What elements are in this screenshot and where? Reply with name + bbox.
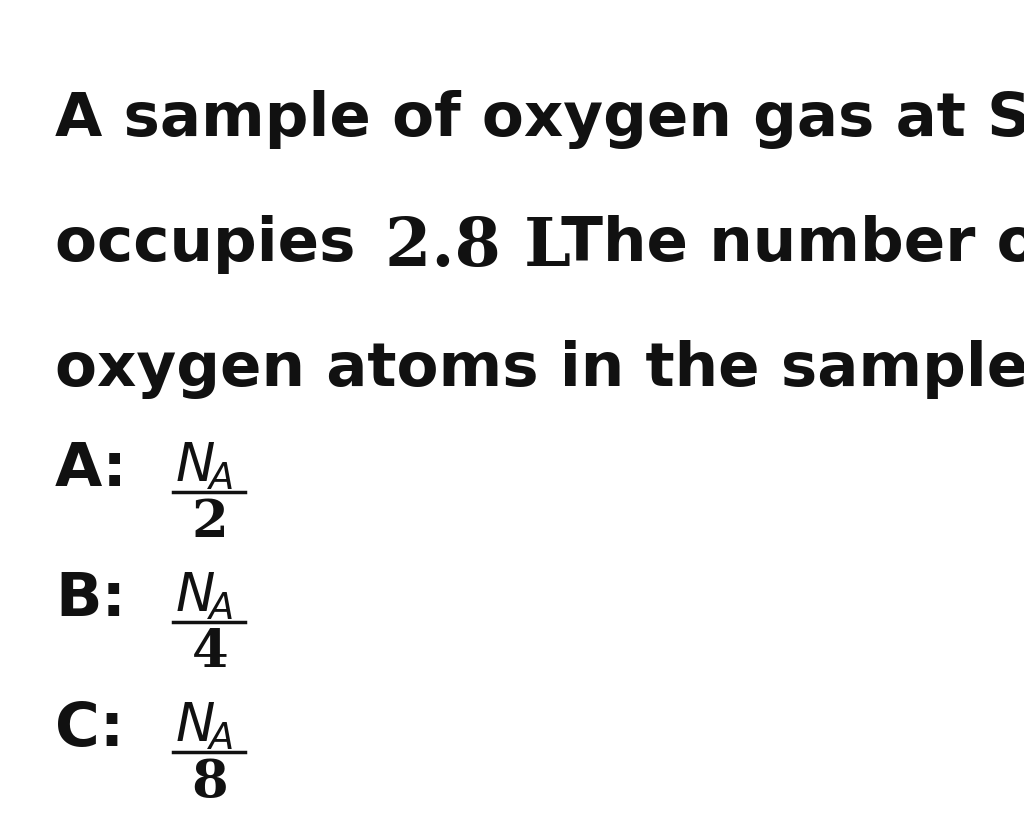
Text: 2: 2 <box>191 497 228 548</box>
Text: $\mathit{N}_{\!\mathit{A}}$: $\mathit{N}_{\!\mathit{A}}$ <box>175 570 233 622</box>
Text: The number of: The number of <box>540 215 1024 274</box>
Text: B:: B: <box>55 570 126 629</box>
Text: C:: C: <box>55 700 124 759</box>
Text: occupies: occupies <box>55 215 377 274</box>
Text: A sample of oxygen gas at STP: A sample of oxygen gas at STP <box>55 90 1024 149</box>
Text: 2.8 L: 2.8 L <box>385 215 571 280</box>
Text: A:: A: <box>55 440 128 499</box>
Text: oxygen atoms in the sample is: oxygen atoms in the sample is <box>55 340 1024 399</box>
Text: 4: 4 <box>191 627 228 678</box>
Text: 8: 8 <box>191 757 228 808</box>
Text: $\mathit{N}_{\!\mathit{A}}$: $\mathit{N}_{\!\mathit{A}}$ <box>175 440 233 492</box>
Text: $\mathit{N}_{\!\mathit{A}}$: $\mathit{N}_{\!\mathit{A}}$ <box>175 700 233 752</box>
